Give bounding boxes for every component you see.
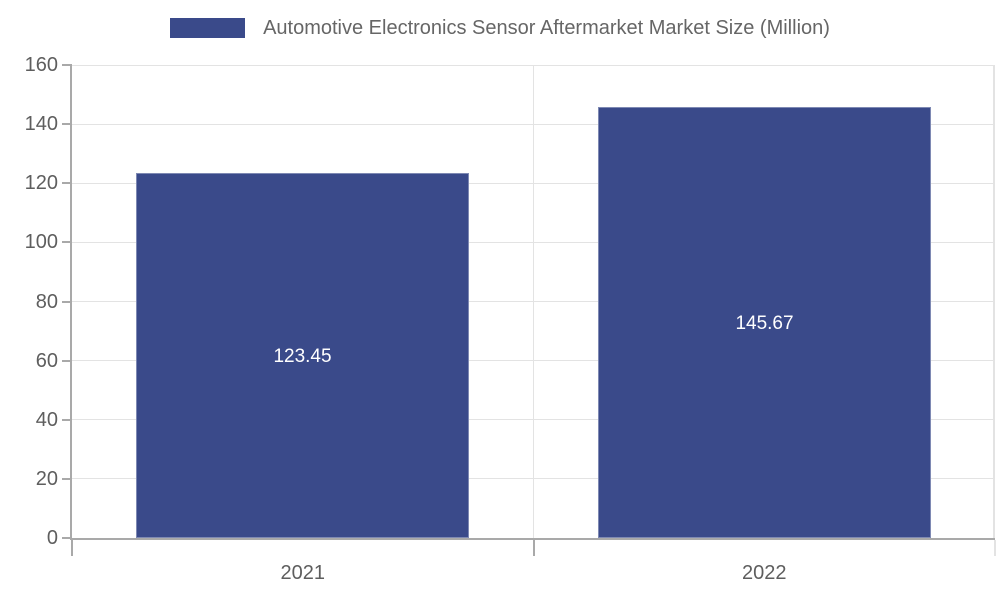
y-axis-tick-label: 20 (35, 467, 58, 490)
y-axis-tick-label: 140 (24, 113, 58, 136)
bar-value-label: 145.67 (735, 312, 794, 334)
y-axis-tick (62, 64, 72, 66)
x-axis-tick-label: 2021 (280, 562, 326, 584)
gridline-vertical (533, 65, 534, 538)
x-axis-tick-label: 2022 (742, 562, 787, 584)
y-axis-tick (62, 123, 72, 126)
y-axis-tick-label: 60 (35, 349, 58, 372)
legend[interactable]: Automotive Electronics Sensor Aftermarke… (0, 14, 1000, 42)
y-axis-tick-label: 40 (35, 408, 58, 431)
bar-2021[interactable]: 123.45 (136, 173, 469, 538)
y-axis-tick (62, 182, 72, 185)
bar-value-label: 123.45 (273, 345, 332, 367)
y-axis-tick-label: 160 (24, 54, 58, 76)
x-axis-tick (71, 540, 73, 556)
x-axis-tick (994, 540, 996, 556)
y-axis-tick-label: 120 (24, 172, 58, 195)
right-spine (993, 65, 995, 538)
y-axis-tick (62, 418, 72, 421)
y-axis-line (70, 65, 72, 540)
x-axis-tick (532, 540, 535, 556)
y-axis-tick-label: 0 (46, 527, 58, 549)
y-axis-tick-label: 80 (35, 290, 58, 313)
x-axis-line (70, 538, 995, 540)
bar-2022[interactable]: 145.67 (598, 107, 931, 538)
y-axis-tick (62, 477, 72, 480)
y-axis-tick (62, 359, 72, 362)
y-axis-tick (62, 300, 72, 303)
y-axis-tick (62, 537, 72, 539)
y-axis-tick-label: 100 (24, 231, 58, 254)
legend-swatch (170, 18, 246, 38)
legend-label: Automotive Electronics Sensor Aftermarke… (263, 16, 830, 39)
y-axis-tick (62, 241, 72, 244)
